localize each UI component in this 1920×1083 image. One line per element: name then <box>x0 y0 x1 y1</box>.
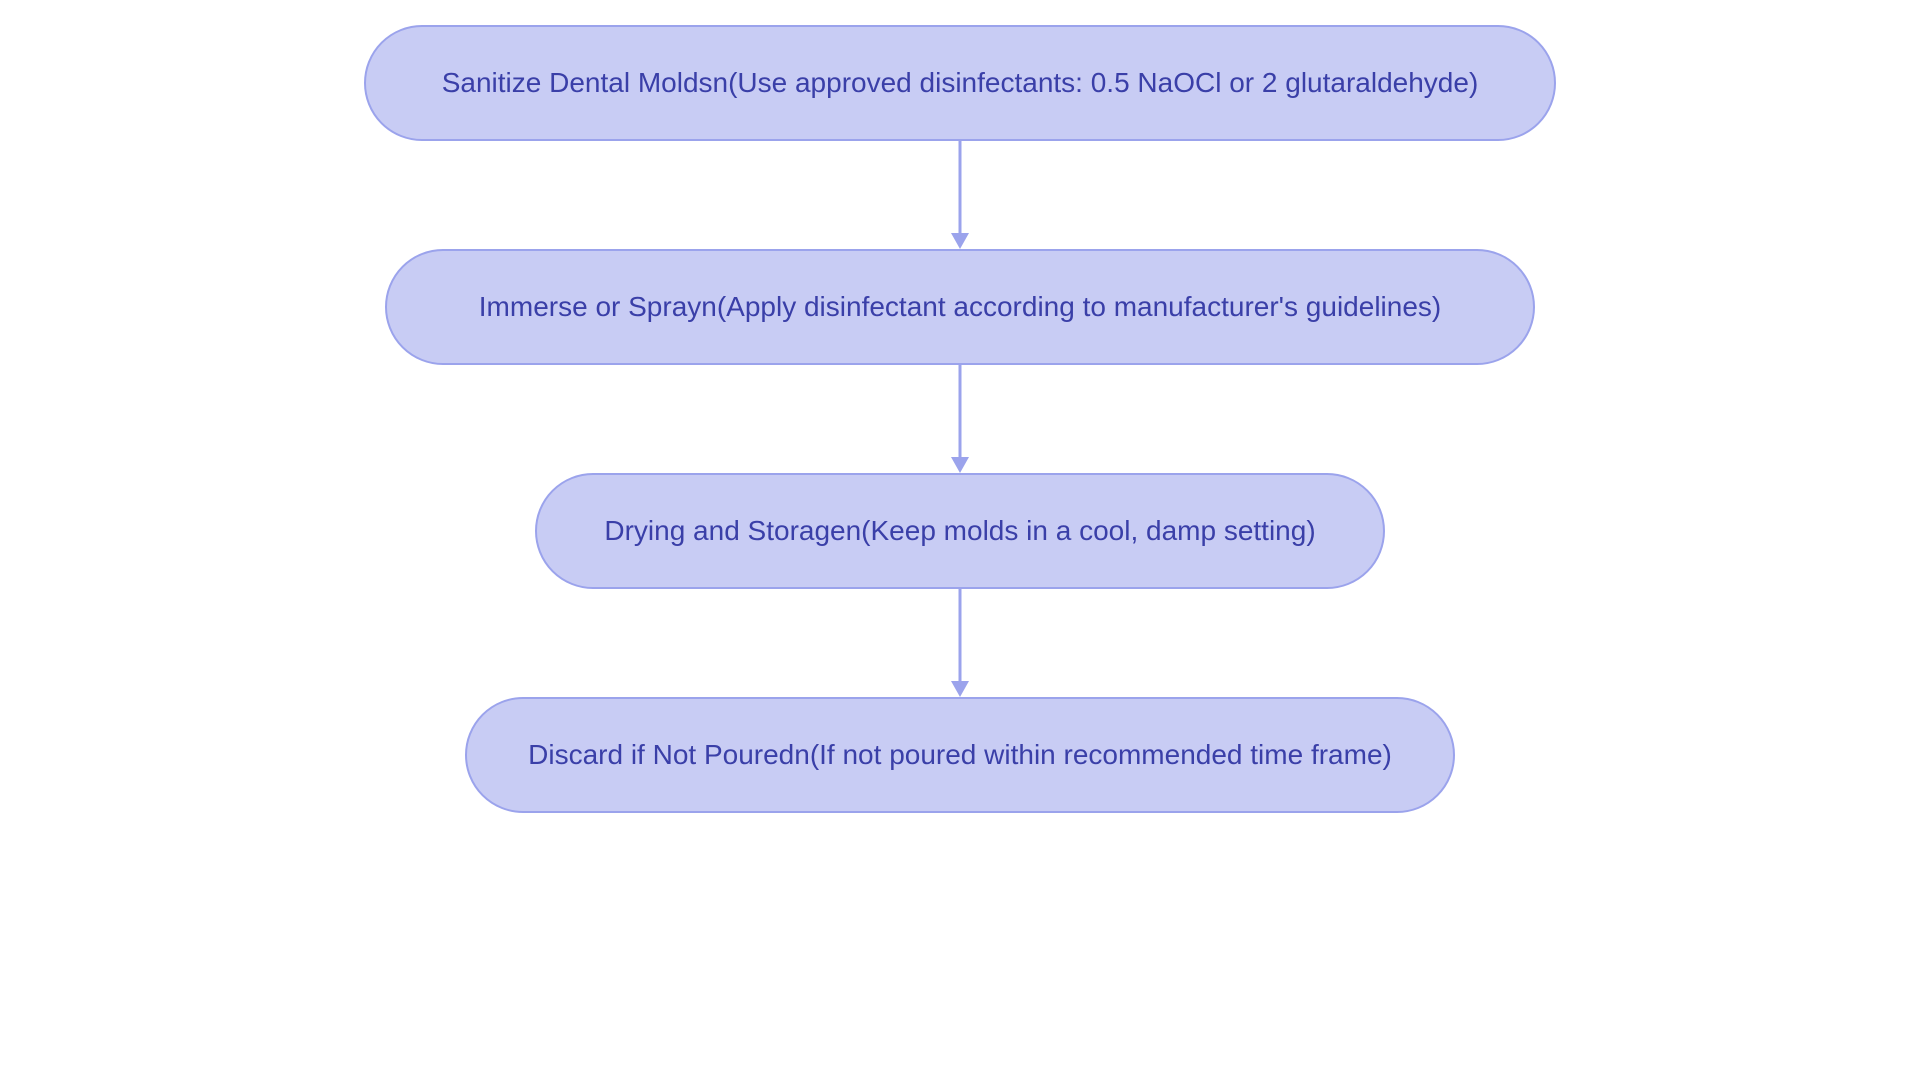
node-label: Discard if Not Pouredn(If not poured wit… <box>528 739 1392 771</box>
node-label: Sanitize Dental Moldsn(Use approved disi… <box>442 67 1479 99</box>
flowchart-node-2: Immerse or Sprayn(Apply disinfectant acc… <box>385 249 1535 365</box>
flowchart-node-3: Drying and Storagen(Keep molds in a cool… <box>535 473 1385 589</box>
flowchart-node-4: Discard if Not Pouredn(If not poured wit… <box>465 697 1455 813</box>
flowchart-node-1: Sanitize Dental Moldsn(Use approved disi… <box>364 25 1556 141</box>
flowchart-arrow-3 <box>945 589 975 697</box>
node-label: Immerse or Sprayn(Apply disinfectant acc… <box>479 291 1441 323</box>
node-label: Drying and Storagen(Keep molds in a cool… <box>604 515 1315 547</box>
flowchart-arrow-1 <box>945 141 975 249</box>
flowchart-arrow-2 <box>945 365 975 473</box>
